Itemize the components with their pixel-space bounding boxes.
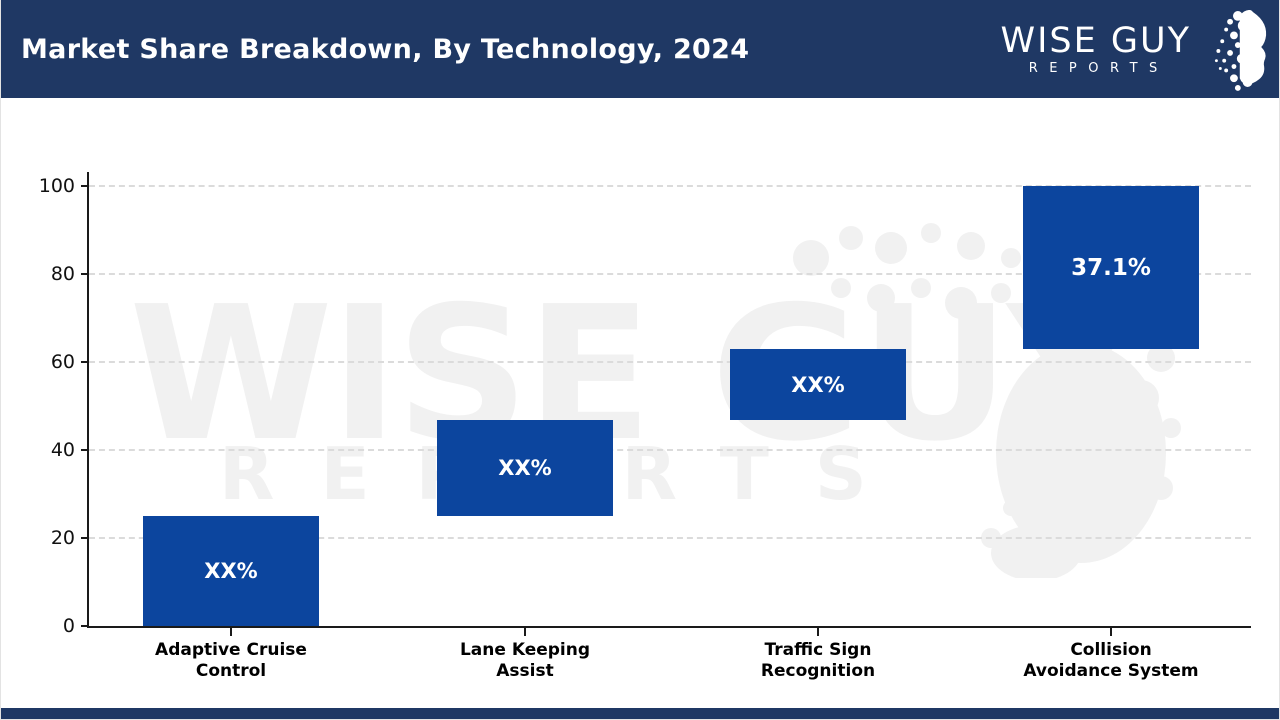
category-label-line: Adaptive Cruise <box>155 640 307 660</box>
x-axis-tick-lane-keeping-assist <box>524 628 526 636</box>
y-axis-tick-label-0: 0 <box>62 615 75 637</box>
y-axis-tick-label-20: 20 <box>50 527 75 549</box>
footer-bar <box>1 708 1279 719</box>
gridline-y-100 <box>89 185 1251 187</box>
category-label-traffic-sign-recognition: Traffic Sign Recognition <box>668 640 968 682</box>
bar-value-label-adaptive-cruise-control: XX% <box>204 559 258 583</box>
page-title: Market Share Breakdown, By Technology, 2… <box>21 33 750 65</box>
category-label-line: Avoidance System <box>1023 661 1199 681</box>
category-label-line: Assist <box>496 661 554 681</box>
gridline-y-20 <box>89 537 1251 539</box>
bar-lane-keeping-assist: XX% <box>437 420 613 516</box>
category-label-line: Lane Keeping <box>459 640 591 660</box>
header-bar: Market Share Breakdown, By Technology, 2… <box>1 0 1279 98</box>
x-axis-tick-adaptive-cruise-control <box>230 628 232 636</box>
x-axis-line <box>87 626 1251 628</box>
bar-collision-avoidance-system: 37.1% <box>1023 186 1199 350</box>
y-axis-tick-label-100: 100 <box>38 175 75 197</box>
brand-subtitle: REPORTS <box>1028 61 1169 76</box>
y-axis-tick-100 <box>81 185 89 187</box>
brand-text: WISE GUY REPORTS <box>1000 22 1191 76</box>
y-axis-line <box>87 172 89 628</box>
category-label-line: Control <box>195 661 267 681</box>
bar-value-label-traffic-sign-recognition: XX% <box>791 372 845 397</box>
category-label-line: Collision <box>1070 640 1152 660</box>
bar-value-label-lane-keeping-assist: XX% <box>498 456 552 481</box>
brand-name: WISE GUY <box>1000 21 1191 61</box>
bar-traffic-sign-recognition: XX% <box>730 349 906 421</box>
gridline-y-60 <box>89 361 1251 363</box>
y-axis-tick-20 <box>81 537 89 539</box>
gridline-y-80 <box>89 273 1251 275</box>
bar-value-label-collision-avoidance-system: 37.1% <box>1071 254 1151 281</box>
y-axis-tick-label-80: 80 <box>50 263 75 285</box>
y-axis-tick-label-60: 60 <box>50 351 75 373</box>
brand-head-icon <box>1214 10 1267 91</box>
y-axis-tick-0 <box>81 625 89 627</box>
x-axis-tick-collision-avoidance-system <box>1110 628 1112 636</box>
y-axis-tick-80 <box>81 273 89 275</box>
category-label-lane-keeping-assist: Lane Keeping Assist <box>375 640 675 682</box>
gridline-y-40 <box>89 449 1251 451</box>
category-label-line: Traffic Sign <box>764 640 872 660</box>
category-label-adaptive-cruise-control: Adaptive Cruise Control <box>81 640 381 682</box>
category-label-line: Recognition <box>760 661 876 681</box>
x-axis-tick-traffic-sign-recognition <box>817 628 819 636</box>
y-axis-tick-40 <box>81 449 89 451</box>
brand-logo: WISE GUY REPORTS <box>1000 5 1269 93</box>
y-axis-tick-60 <box>81 361 89 363</box>
y-axis-tick-label-40: 40 <box>50 439 75 461</box>
category-label-collision-avoidance-system: Collision Avoidance System <box>961 640 1261 682</box>
bar-adaptive-cruise-control: XX% <box>143 516 319 626</box>
